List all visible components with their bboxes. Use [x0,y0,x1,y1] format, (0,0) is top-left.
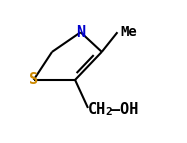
Text: 2: 2 [105,107,112,117]
Text: —OH: —OH [111,102,138,117]
Text: S: S [29,72,38,87]
Text: N: N [76,25,85,40]
Text: Me: Me [120,25,137,38]
Text: CH: CH [88,102,106,117]
